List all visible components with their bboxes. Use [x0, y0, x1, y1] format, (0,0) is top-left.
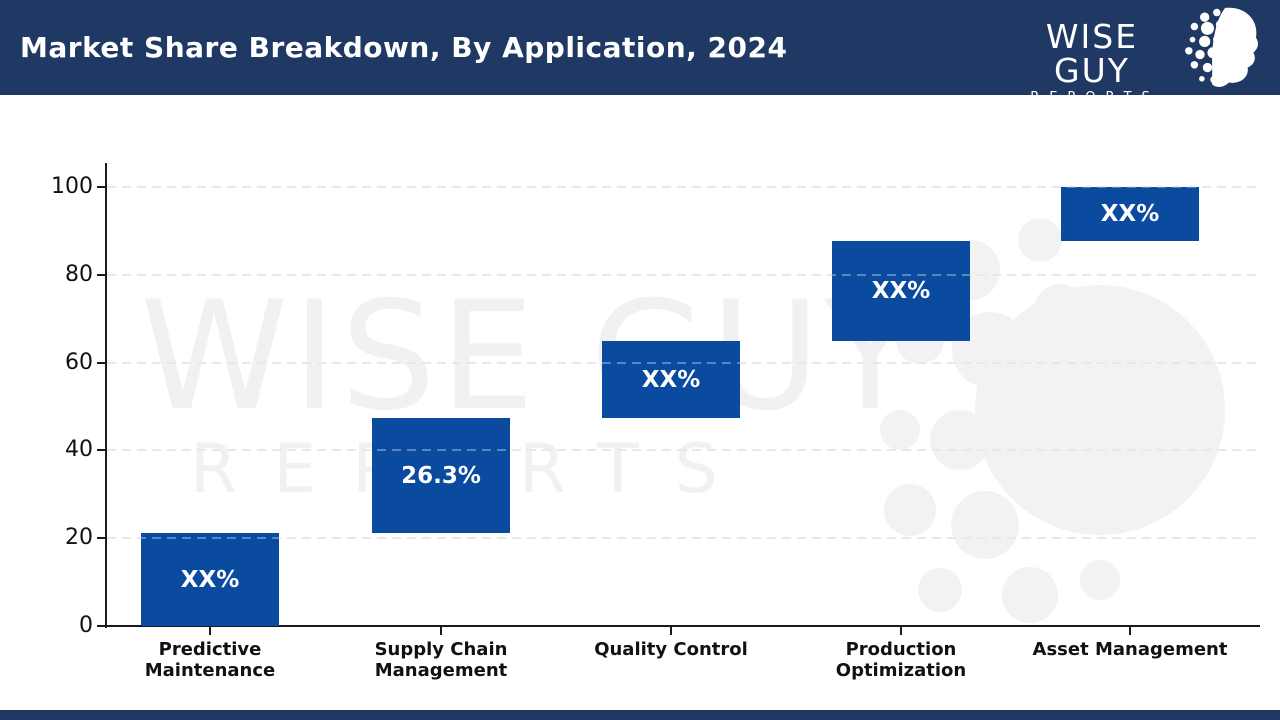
x-axis-spine — [105, 625, 1260, 627]
x-axis-category-label: Supply Chain Management — [374, 639, 508, 681]
bar-value-label: XX% — [1100, 201, 1160, 228]
x-axis-tick — [440, 627, 442, 635]
y-axis-tick — [97, 449, 105, 452]
x-axis-tick — [1129, 627, 1131, 635]
gridline-overlay — [107, 273, 1258, 276]
y-axis-tick — [97, 186, 105, 189]
waterfall-bar: 26.3% — [372, 417, 510, 534]
x-axis-category-label: Quality Control — [594, 639, 748, 660]
gridline-overlay — [107, 361, 1258, 364]
y-axis-tick — [97, 361, 105, 364]
y-axis-tick-label: 20 — [65, 525, 93, 551]
y-axis-tick-label: 60 — [65, 349, 93, 375]
x-axis-category-label: Predictive Maintenance — [144, 639, 276, 681]
gridline — [107, 449, 1258, 452]
x-axis-category-label: Production Optimization — [835, 639, 967, 681]
gridline — [107, 537, 1258, 540]
y-axis-tick-label: 80 — [65, 261, 93, 287]
brand-logo-text: WISE GUY REPORTS — [1012, 20, 1172, 108]
header-banner: Market Share Breakdown, By Application, … — [0, 0, 1280, 105]
bar-value-label: XX% — [641, 366, 701, 393]
y-axis-tick-label: 100 — [51, 174, 93, 200]
brand-subname: REPORTS — [1030, 90, 1160, 105]
gridline-overlay — [107, 449, 1258, 452]
bar-value-label: XX% — [180, 566, 240, 593]
x-axis-tick — [209, 627, 211, 635]
y-axis-tick — [97, 537, 105, 540]
gridline — [107, 186, 1258, 189]
y-axis-tick-label: 40 — [65, 437, 93, 463]
y-axis-spine — [105, 163, 107, 628]
brand-name: WISE GUY — [1045, 17, 1139, 90]
logo-face-icon — [1185, 7, 1258, 88]
chart-title: Market Share Breakdown, By Application, … — [20, 31, 788, 64]
x-axis-category-label: Asset Management — [1032, 639, 1228, 660]
bar-value-label: XX% — [871, 278, 931, 305]
waterfall-bar: XX% — [602, 341, 740, 418]
bar-value-label: 26.3% — [401, 462, 481, 489]
y-axis-tick-label: 0 — [79, 613, 93, 638]
waterfall-bar: XX% — [1061, 187, 1199, 242]
y-axis-tick — [97, 625, 105, 627]
x-axis-tick — [670, 627, 672, 635]
gridline-overlay — [107, 186, 1258, 189]
x-axis-tick — [900, 627, 902, 635]
waterfall-bar: XX% — [832, 241, 970, 342]
footer-bar — [0, 710, 1280, 720]
brand-logo: WISE GUY REPORTS — [1012, 6, 1262, 105]
y-axis-tick — [97, 273, 105, 276]
gridline-overlay — [107, 537, 1258, 540]
waterfall-bar: XX% — [141, 533, 279, 626]
watermark-text-line1: WISE GUY — [140, 270, 920, 444]
gridline — [107, 273, 1258, 276]
